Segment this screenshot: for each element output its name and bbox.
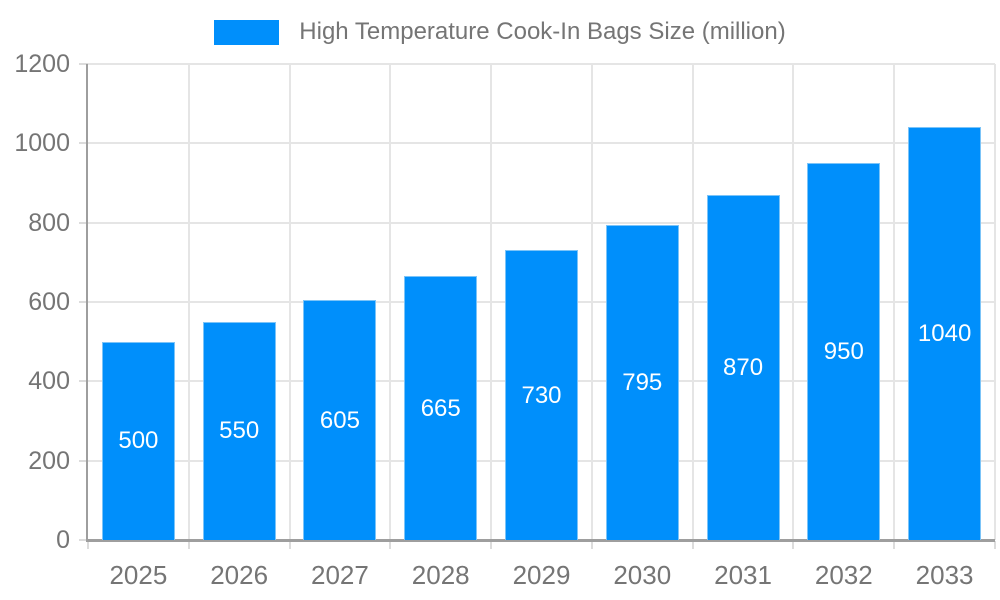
y-axis-tick: [79, 221, 88, 224]
x-axis-tick-label: 2026: [210, 560, 269, 590]
bar-value-label: 550: [219, 417, 260, 445]
x-axis-tick: [187, 541, 190, 549]
y-axis-tick: [79, 459, 88, 462]
bar-value-label: 500: [118, 427, 159, 455]
gridline-vertical: [792, 64, 795, 540]
bar-value-label: 730: [521, 381, 562, 409]
x-axis-tick: [691, 541, 694, 549]
legend[interactable]: High Temperature Cook-In Bags Size (mill…: [0, 18, 1000, 46]
x-axis-tick: [87, 541, 89, 549]
x-axis-tick: [792, 541, 795, 549]
y-axis-tick: [79, 63, 88, 65]
gridline-horizontal: [88, 221, 995, 224]
x-axis-tick-label: 2029: [512, 560, 571, 590]
y-axis-tick-label: 200: [28, 446, 70, 475]
gridline-vertical: [691, 64, 694, 540]
bar-2028[interactable]: 665: [404, 276, 478, 540]
legend-swatch: [214, 19, 280, 45]
gridline-vertical: [389, 64, 392, 540]
bar-value-label: 665: [420, 394, 461, 422]
bar-2031[interactable]: 870: [706, 194, 780, 540]
legend-label: High Temperature Cook-In Bags Size (mill…: [299, 18, 786, 45]
bar-2029[interactable]: 730: [505, 250, 578, 540]
x-axis-tick-label: 2025: [109, 560, 168, 590]
gridline-vertical: [187, 64, 190, 540]
bar-value-label: 950: [823, 338, 864, 366]
gridline-horizontal: [88, 142, 995, 145]
y-axis-tick: [79, 539, 88, 541]
x-axis-tick-label: 2033: [915, 560, 974, 590]
x-axis-tick-label: 2028: [411, 560, 470, 590]
gridline-vertical: [288, 64, 291, 540]
bar-value-label: 1040: [917, 320, 972, 348]
x-axis-tick-label: 2031: [714, 560, 772, 590]
x-axis-tick: [994, 541, 996, 549]
y-axis-tick-label: 1200: [14, 50, 70, 78]
x-axis-tick-label: 2032: [814, 560, 873, 590]
x-axis-tick: [389, 541, 392, 549]
y-axis-tick-label: 1000: [14, 129, 70, 158]
bar-2033[interactable]: 1040: [908, 127, 982, 540]
bar-2026[interactable]: 550: [202, 321, 276, 540]
y-axis-tick-label: 800: [28, 208, 70, 237]
y-axis-tick: [79, 142, 88, 145]
x-axis-tick-label: 2027: [311, 560, 369, 590]
y-axis-line: [86, 64, 88, 542]
bar-2030[interactable]: 795: [605, 224, 679, 540]
bar-value-label: 870: [723, 353, 764, 381]
bar-2027[interactable]: 605: [303, 300, 377, 540]
y-axis-tick-label: 600: [28, 288, 70, 316]
x-axis-tick: [590, 541, 593, 549]
bar-2032[interactable]: 950: [807, 163, 881, 540]
bar-value-label: 605: [319, 406, 360, 434]
y-axis-tick-label: 0: [56, 526, 70, 554]
gridline-vertical: [994, 64, 996, 540]
bar-value-label: 795: [622, 368, 663, 396]
x-axis-tick: [893, 541, 896, 549]
gridline-vertical: [490, 64, 493, 540]
bar-2025[interactable]: 500: [101, 341, 175, 540]
y-axis-tick: [79, 301, 88, 303]
x-axis-tick: [490, 541, 493, 549]
y-axis-tick-label: 400: [28, 367, 70, 396]
gridline-horizontal: [88, 63, 995, 65]
x-axis-tick: [288, 541, 291, 549]
gridline-vertical: [893, 64, 896, 540]
x-axis-tick-label: 2030: [613, 560, 672, 590]
y-axis-tick: [79, 380, 88, 383]
gridline-vertical: [590, 64, 593, 540]
x-axis-line: [86, 539, 995, 542]
